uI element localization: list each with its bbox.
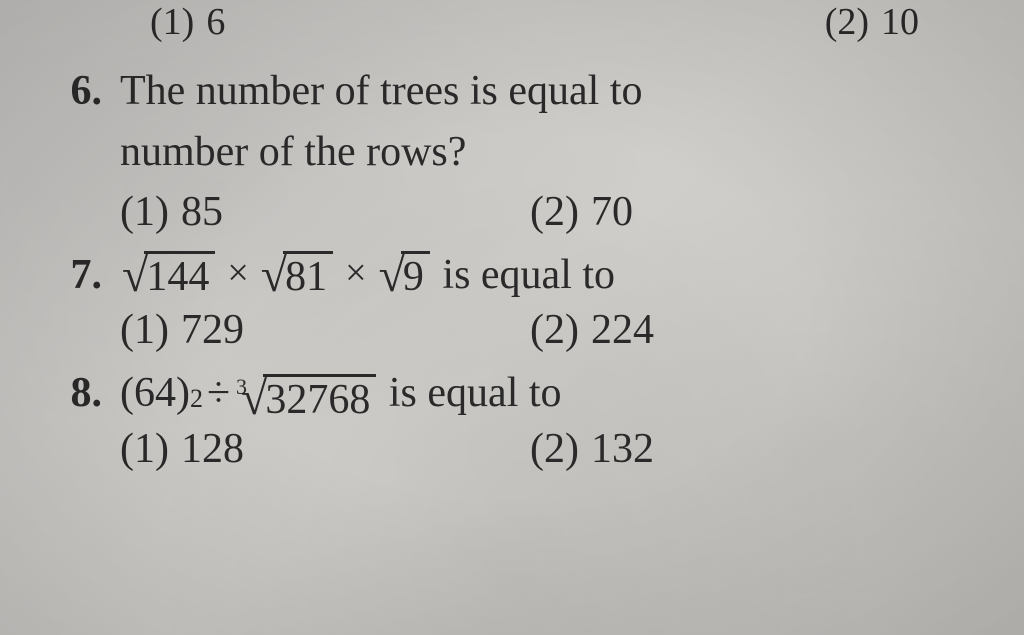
option-value: 132	[591, 425, 654, 473]
option-number: (1)	[150, 0, 194, 44]
prev-option-2: (2) 10	[825, 0, 919, 44]
trailing-text: is equal to	[442, 252, 615, 298]
option-1: (1) 729	[120, 306, 530, 354]
sqrt-81: √ 81	[261, 251, 333, 300]
option-value: 729	[181, 306, 244, 354]
option-number: (2)	[530, 306, 579, 354]
question-text: (64)2 ÷ 3 √ 32768 is equal to	[120, 364, 989, 423]
cube-root-32768: 3 √ 32768	[236, 374, 376, 423]
divide-operator: ÷	[203, 364, 234, 423]
question-8: 8. (64)2 ÷ 3 √ 32768 is equal to (1) 128	[35, 364, 989, 473]
math-expression: (64)2 ÷ 3 √ 32768	[120, 364, 378, 423]
question-text: The number of trees is equal to	[120, 62, 989, 121]
question-number: 8.	[35, 364, 120, 423]
option-2: (2) 132	[530, 425, 654, 473]
option-value: 6	[206, 0, 225, 44]
radicand: 144	[144, 251, 215, 300]
math-expression: √ 144 × √ 81 × √ 9	[120, 247, 432, 300]
question-6: 6. The number of trees is equal to numbe…	[35, 62, 989, 236]
option-number: (1)	[120, 425, 169, 473]
option-value: 70	[591, 188, 633, 236]
option-number: (2)	[825, 0, 869, 44]
question-8-options: (1) 128 (2) 132	[35, 425, 989, 473]
question-number: 7.	[35, 246, 120, 305]
radicand: 9	[401, 251, 430, 300]
option-number: (2)	[530, 425, 579, 473]
option-number: (2)	[530, 188, 579, 236]
option-2: (2) 224	[530, 306, 654, 354]
option-value: 10	[881, 0, 919, 44]
sqrt-9: √ 9	[379, 251, 430, 300]
radicand: 32768	[263, 374, 376, 423]
times-operator: ×	[335, 247, 376, 300]
question-text: √ 144 × √ 81 × √ 9 is equal to	[120, 246, 989, 305]
sqrt-144: √ 144	[122, 251, 215, 300]
previous-question-options: (1) 6 (2) 10	[35, 0, 989, 62]
radicand: 81	[283, 251, 333, 300]
radical-sign: √	[379, 254, 405, 303]
times-operator: ×	[217, 247, 258, 300]
question-line: 6. The number of trees is equal to	[35, 62, 989, 121]
option-1: (1) 128	[120, 425, 530, 473]
exponent: 2	[190, 381, 203, 417]
question-line: 7. √ 144 × √ 81 × √ 9	[35, 246, 989, 305]
question-line: 8. (64)2 ÷ 3 √ 32768 is equal to	[35, 364, 989, 423]
page-content: (1) 6 (2) 10 6. The number of trees is e…	[0, 0, 1024, 503]
base-paren: (64)	[120, 364, 190, 423]
radical-sign: √	[122, 254, 148, 303]
question-7: 7. √ 144 × √ 81 × √ 9	[35, 246, 989, 355]
radical-sign: √	[261, 254, 287, 303]
option-number: (1)	[120, 188, 169, 236]
option-number: (1)	[120, 306, 169, 354]
option-2: (2) 70	[530, 188, 633, 236]
question-text-line2: number of the rows?	[35, 123, 989, 182]
option-value: 128	[181, 425, 244, 473]
root-index: 3	[236, 372, 247, 403]
trailing-text: is equal to	[389, 370, 562, 416]
option-value: 224	[591, 306, 654, 354]
option-1: (1) 85	[120, 188, 530, 236]
question-7-options: (1) 729 (2) 224	[35, 306, 989, 354]
question-number: 6.	[35, 62, 120, 121]
prev-option-1: (1) 6	[150, 0, 560, 44]
option-value: 85	[181, 188, 223, 236]
question-6-options: (1) 85 (2) 70	[35, 188, 989, 236]
